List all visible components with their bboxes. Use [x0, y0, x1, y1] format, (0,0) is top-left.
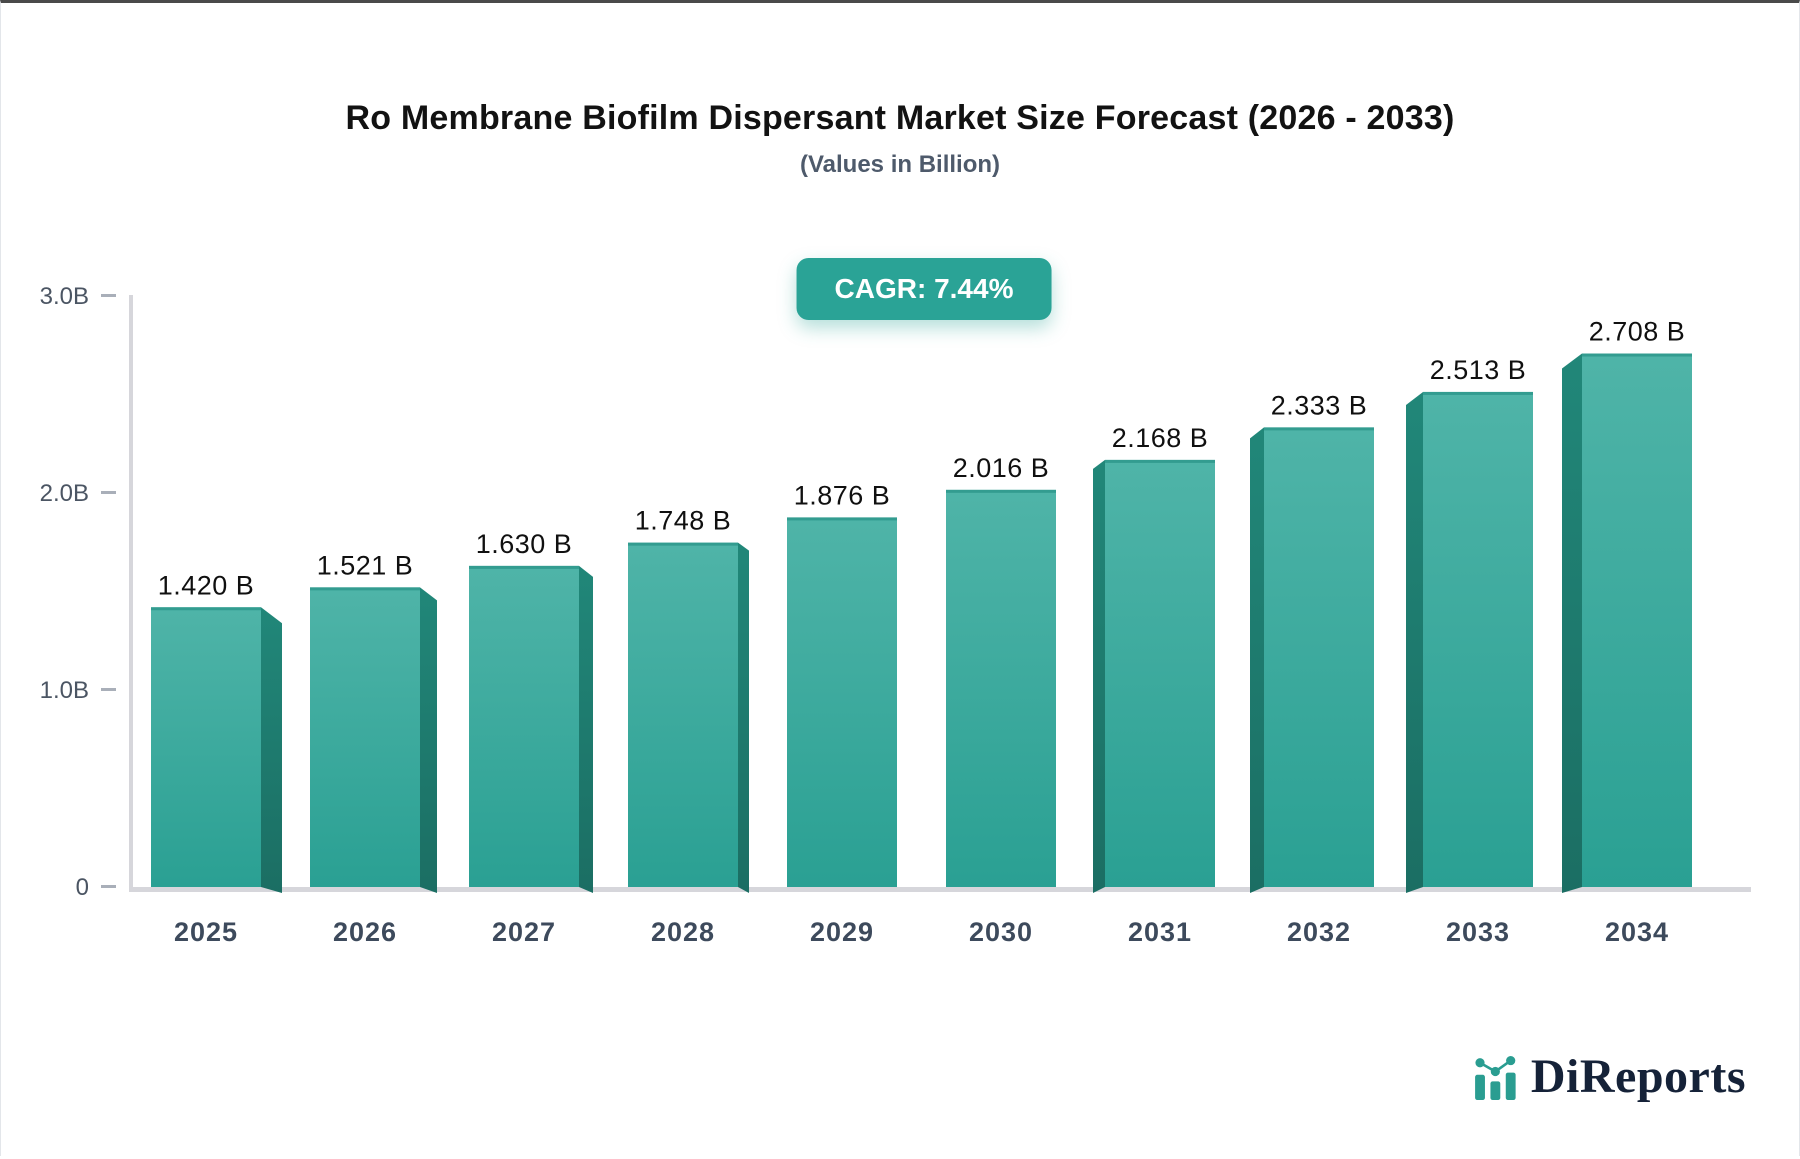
- bar-side-face: [1562, 353, 1582, 893]
- x-axis-label: 2025: [174, 917, 238, 947]
- y-axis-line: [129, 295, 133, 892]
- logo-text: DiReports: [1530, 1050, 1746, 1103]
- x-axis-label: 2031: [1128, 917, 1192, 947]
- bar: [787, 517, 897, 887]
- bar: [1423, 391, 1533, 887]
- bar-top-edge: [151, 607, 261, 611]
- bar-value-label: 1.876 B: [794, 480, 891, 510]
- bar-top-edge: [1582, 353, 1692, 357]
- bar-top-edge: [1105, 459, 1215, 463]
- bar-top-edge: [946, 489, 1056, 493]
- bar-top-edge: [310, 587, 420, 591]
- logo-bar: [1505, 1072, 1516, 1100]
- bar-value-label: 1.630 B: [476, 529, 573, 559]
- bar-side-face: [420, 587, 437, 893]
- logo-dot: [1490, 1066, 1500, 1076]
- bar-value-label: 2.708 B: [1589, 317, 1686, 347]
- bar-top-edge: [1423, 391, 1533, 395]
- bar-value-label: 2.016 B: [953, 453, 1050, 483]
- bar-side-face: [579, 565, 593, 893]
- labels-layer: 1.420 B 2025 1.521 B 2026 1.630 B 2027 1.748 B…: [158, 317, 1686, 947]
- logo-dot: [1505, 1055, 1516, 1065]
- bar-value-label: 2.168 B: [1112, 423, 1209, 453]
- y-tick-label: 3.0B: [40, 283, 89, 310]
- x-axis-line: [129, 887, 1751, 892]
- bar-value-label: 1.521 B: [317, 550, 414, 580]
- x-axis-label: 2034: [1605, 917, 1669, 947]
- x-axis-label: 2030: [969, 917, 1033, 947]
- y-tick-label: 0: [76, 874, 89, 901]
- bar-side-face: [1250, 427, 1264, 893]
- bar: [1582, 353, 1692, 887]
- bar-side-face: [1406, 391, 1423, 893]
- axis-layer: 0 1.0B 2.0B 3.0B: [40, 283, 1751, 901]
- x-axis-label: 2028: [651, 917, 715, 947]
- bar: [469, 565, 579, 887]
- bar-side-face: [1093, 459, 1105, 893]
- mini-bar-line-chart-icon: [1474, 1055, 1516, 1100]
- x-axis-label: 2027: [492, 917, 556, 947]
- bar: [628, 542, 738, 887]
- y-tick-label: 1.0B: [40, 677, 89, 704]
- bar-chart: 0 1.0B 2.0B 3.0B 1.420 B 2025 1.521 B 2026 1.63…: [40, 283, 1751, 947]
- x-axis-label: 2026: [333, 917, 397, 947]
- direports-logo: DiReports: [1474, 1049, 1746, 1104]
- chart-subtitle: (Values in Billion): [799, 151, 1001, 178]
- bar: [310, 587, 420, 887]
- bar-value-label: 1.420 B: [158, 570, 255, 600]
- x-axis-label: 2032: [1287, 917, 1351, 947]
- bars-layer: [151, 353, 1692, 893]
- y-tick-mark: [101, 491, 116, 494]
- bar: [1264, 427, 1374, 887]
- cagr-badge: CAGR: 7.44%: [796, 258, 1052, 320]
- y-tick-label: 2.0B: [40, 480, 89, 507]
- bar-top-edge: [469, 565, 579, 569]
- bar-side-face: [261, 607, 282, 893]
- bar-top-edge: [787, 517, 897, 521]
- bar-side-face: [738, 542, 749, 893]
- bar-value-label: 1.748 B: [635, 506, 732, 536]
- bar: [1105, 459, 1215, 887]
- logo-dot: [1475, 1057, 1485, 1067]
- chart-title: Ro Membrane Biofilm Dispersant Market Si…: [345, 99, 1455, 137]
- bar-top-edge: [628, 542, 738, 546]
- y-tick-mark: [101, 294, 116, 297]
- bar-value-label: 2.513 B: [1430, 355, 1527, 385]
- bar: [151, 607, 261, 887]
- x-axis-label: 2033: [1446, 917, 1510, 947]
- bar-top-edge: [1264, 427, 1374, 431]
- bar-value-label: 2.333 B: [1271, 390, 1368, 420]
- x-axis-label: 2029: [810, 917, 874, 947]
- logo-bar: [1474, 1074, 1485, 1100]
- y-tick-mark: [101, 688, 116, 691]
- logo-bar: [1490, 1080, 1501, 1100]
- bar: [946, 489, 1056, 887]
- y-tick-mark: [101, 885, 116, 888]
